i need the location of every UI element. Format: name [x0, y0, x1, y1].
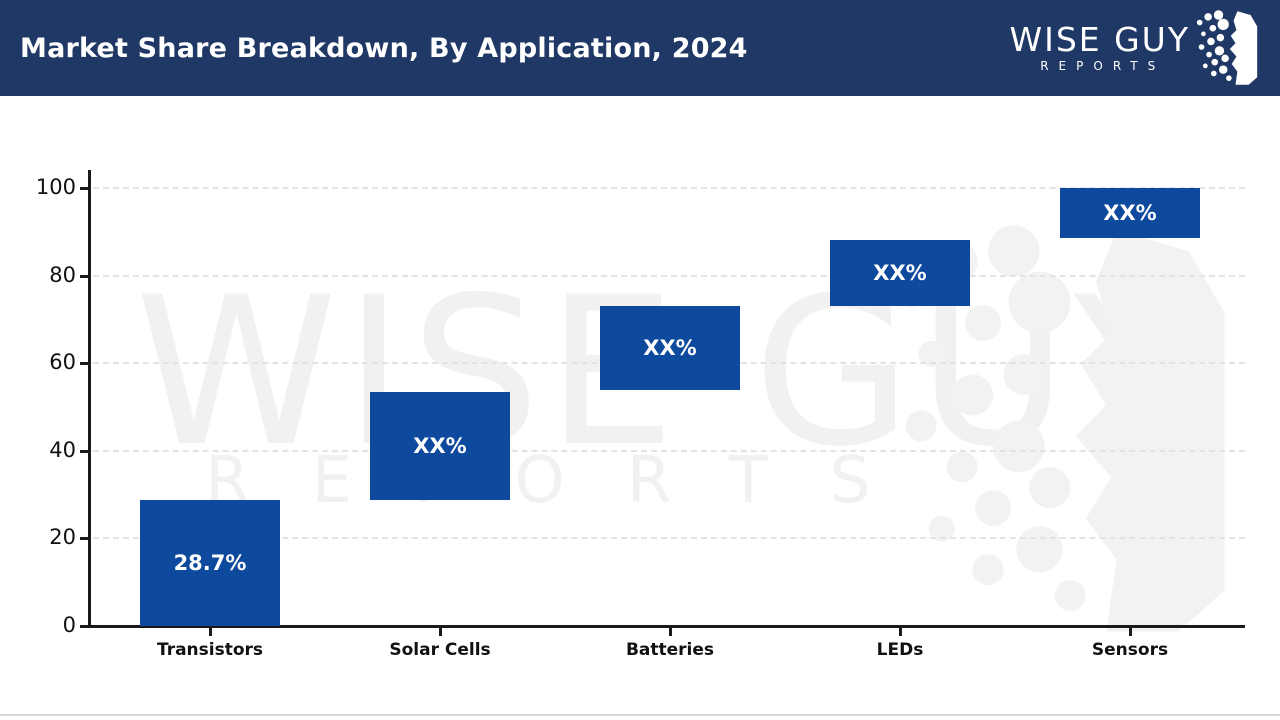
bar-label: 28.7% — [173, 551, 247, 576]
bar — [1060, 188, 1200, 238]
x-axis-tick — [669, 628, 672, 636]
logo-text: WISE GUY REPORTS — [1009, 19, 1190, 74]
x-axis-tick — [209, 628, 212, 636]
y-tick-label: 40 — [49, 437, 76, 462]
bottom-divider — [0, 714, 1280, 716]
y-tick-label: 0 — [62, 613, 76, 637]
x-axis-tick — [1129, 628, 1132, 636]
header-bar: Market Share Breakdown, By Application, … — [0, 0, 1280, 96]
bar-label: XX% — [643, 336, 697, 361]
watermark-subtitle: REPORTS — [205, 444, 933, 518]
x-category-label: LEDs — [876, 640, 924, 660]
y-axis-line — [88, 170, 91, 628]
bar-label: XX% — [1103, 200, 1157, 225]
grid-line — [93, 537, 1245, 540]
y-axis-tick — [80, 274, 90, 278]
bar — [370, 392, 510, 501]
y-tick-label: 100 — [35, 175, 76, 199]
y-axis-tick — [80, 625, 90, 628]
bar-label: XX% — [873, 260, 927, 285]
logo-subtitle: REPORTS — [1040, 59, 1166, 74]
y-axis-tick — [80, 537, 90, 541]
x-axis-tick — [899, 628, 902, 636]
x-category-label: Transistors — [156, 640, 264, 660]
wiseguy-logo: WISE GUY REPORTS — [1009, 8, 1260, 88]
bar — [140, 500, 280, 626]
y-tick-label: 60 — [49, 350, 76, 375]
bar — [600, 306, 740, 391]
bar-label: XX% — [413, 434, 467, 459]
grid-line — [93, 187, 1245, 189]
y-axis-tick — [80, 187, 90, 190]
y-tick-label: 80 — [49, 262, 76, 287]
y-axis-tick — [80, 362, 90, 366]
page-title: Market Share Breakdown, By Application, … — [20, 32, 748, 64]
x-axis-tick — [439, 628, 442, 636]
grid-line — [93, 274, 1245, 277]
x-category-label: Solar Cells — [389, 640, 491, 660]
bar — [830, 239, 970, 307]
y-axis-tick — [80, 449, 90, 453]
y-tick-label: 20 — [49, 525, 76, 550]
logo-wordmark: WISE GUY — [1009, 19, 1190, 59]
wiseguy-face-icon — [1196, 10, 1258, 85]
x-axis-line — [88, 625, 1245, 628]
x-category-label: Sensors — [1091, 640, 1169, 660]
x-category-label: Batteries — [625, 640, 715, 660]
grid-line — [93, 449, 1245, 452]
chart-area: WISE GUY REPORTS 0 20 40 60 80 100 28.7% Transi… — [0, 96, 1280, 716]
